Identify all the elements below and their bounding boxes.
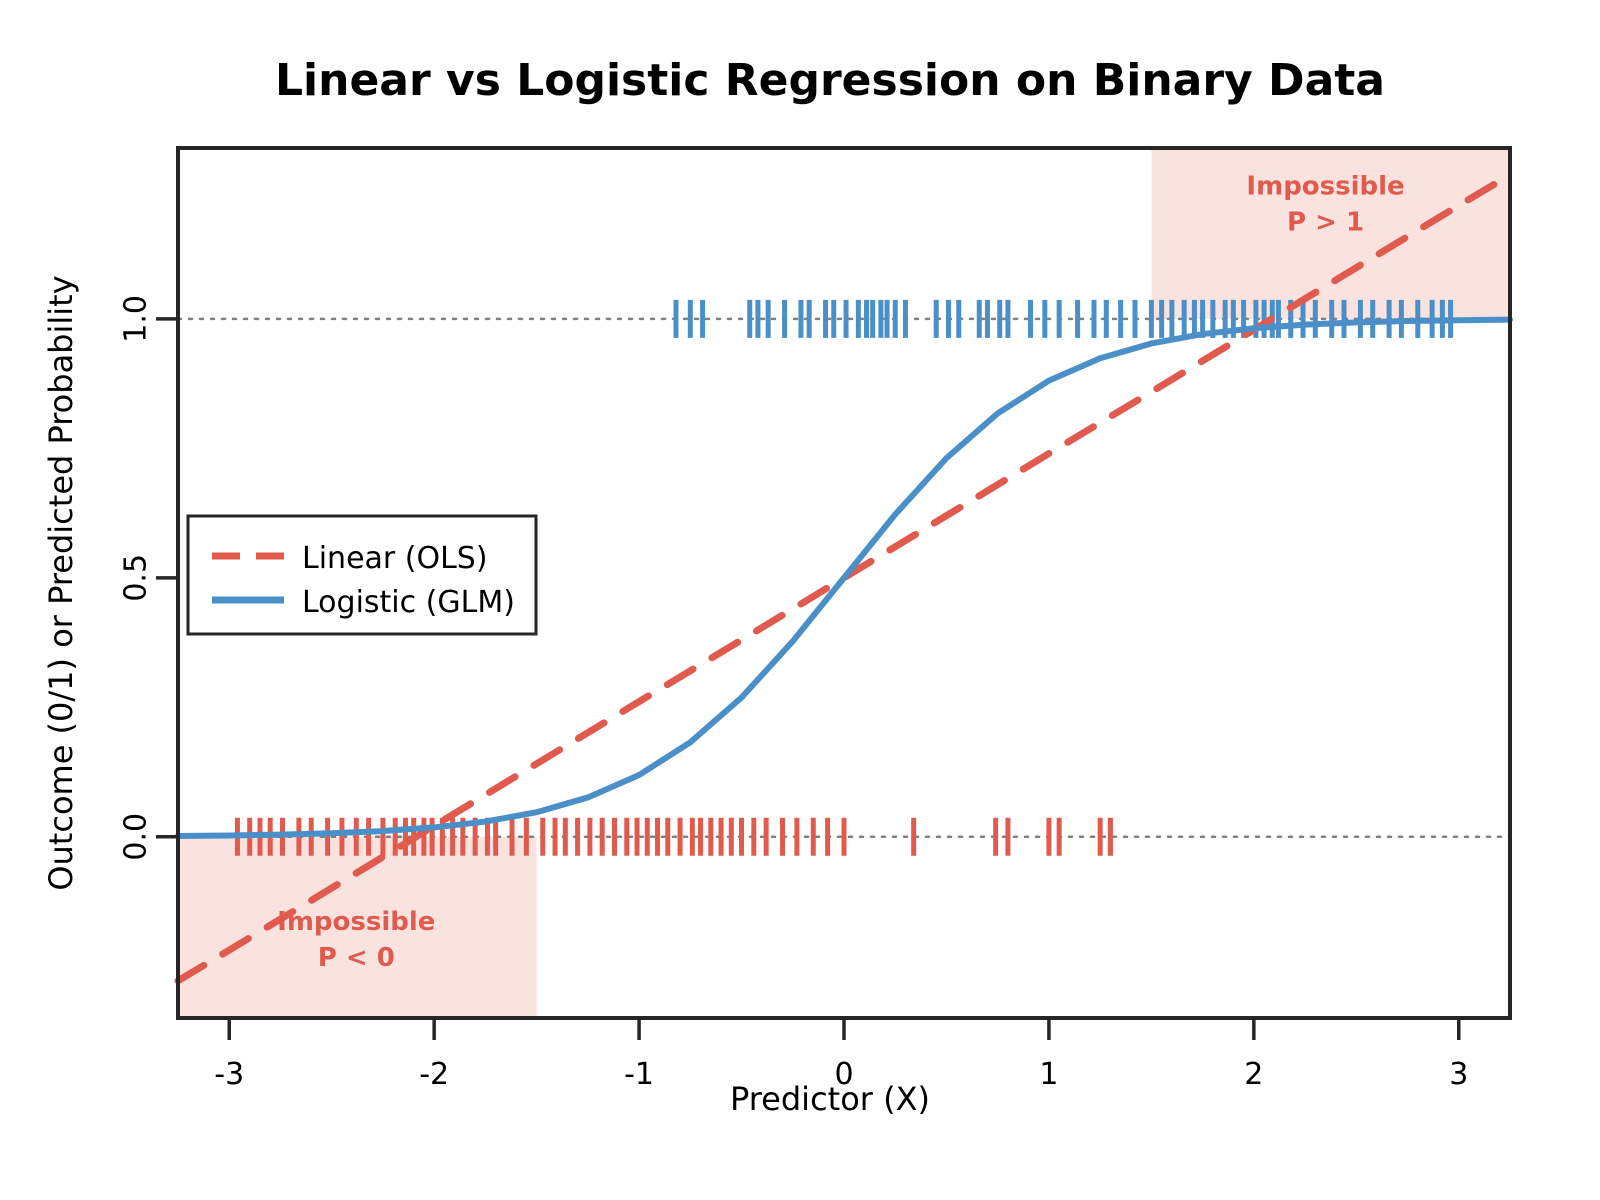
- legend-label-linear: Linear (OLS): [302, 541, 488, 576]
- x-axis-ticks: -3 -2 -1 0 1 2 3: [214, 1018, 1468, 1092]
- annotation-line-1: Impossible: [277, 907, 435, 937]
- annotation-labels: Impossible P > 1 Impossible P < 0: [277, 172, 1405, 973]
- x-tick-label-6: 3: [1449, 1057, 1468, 1092]
- x-tick-label-4: 1: [1039, 1057, 1058, 1092]
- impossible-low-region-label: Impossible P < 0: [277, 907, 435, 973]
- annotation-line-2: P < 0: [318, 943, 395, 973]
- x-tick-label-3: 0: [834, 1057, 853, 1092]
- chart-legend[interactable]: Linear (OLS) Logistic (GLM): [186, 514, 538, 636]
- outcome-1-rug: [673, 299, 1454, 338]
- y-tick-label-1: 0.5: [119, 554, 154, 602]
- impossible-high-region: [1151, 148, 1510, 319]
- rug-marks-group: [234, 299, 1454, 856]
- x-tick-label-2: -1: [624, 1057, 654, 1092]
- x-tick-label-5: 2: [1244, 1057, 1263, 1092]
- gridlines: [176, 317, 1512, 838]
- y-tick-label-2: 1.0: [119, 295, 154, 343]
- legend-background: [186, 514, 538, 636]
- y-axis-title: Outcome (0/1) or Predicted Probability: [42, 275, 80, 890]
- x-axis-title: Predictor (X): [730, 1080, 930, 1118]
- x-tick-label-0: -3: [214, 1057, 244, 1092]
- legend-label-logistic: Logistic (GLM): [302, 585, 515, 620]
- annotation-line-2: P > 1: [1287, 208, 1364, 238]
- impossible-low-region: [178, 836, 537, 1018]
- x-tick-label-1: -2: [419, 1057, 449, 1092]
- y-axis-ticks: 0.0 0.5 1.0: [119, 295, 178, 861]
- y-tick-label-0: 0.0: [119, 813, 154, 861]
- impossible-regions: [178, 148, 1510, 1018]
- annotation-line-1: Impossible: [1246, 172, 1404, 202]
- outcome-0-rug: [234, 817, 1113, 856]
- chart-title: Linear vs Logistic Regression on Binary …: [275, 55, 1385, 106]
- series-lines-group: [174, 171, 1514, 985]
- impossible-high-region-label: Impossible P > 1: [1246, 172, 1404, 238]
- series-logistic-glm: [175, 316, 1513, 839]
